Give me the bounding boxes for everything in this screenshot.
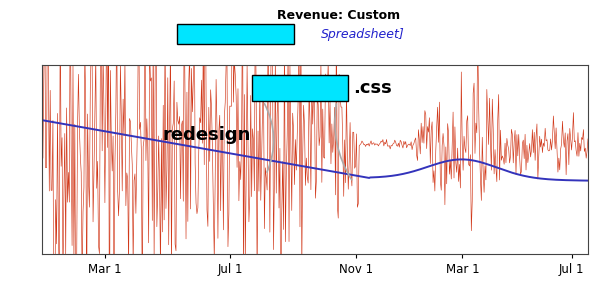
Text: Revenue: Custom: Revenue: Custom [277,9,401,22]
Text: Spreadsheet]: Spreadsheet] [321,28,405,41]
Text: .css: .css [353,79,392,97]
FancyBboxPatch shape [252,75,348,101]
Text: redesign: redesign [162,126,250,144]
